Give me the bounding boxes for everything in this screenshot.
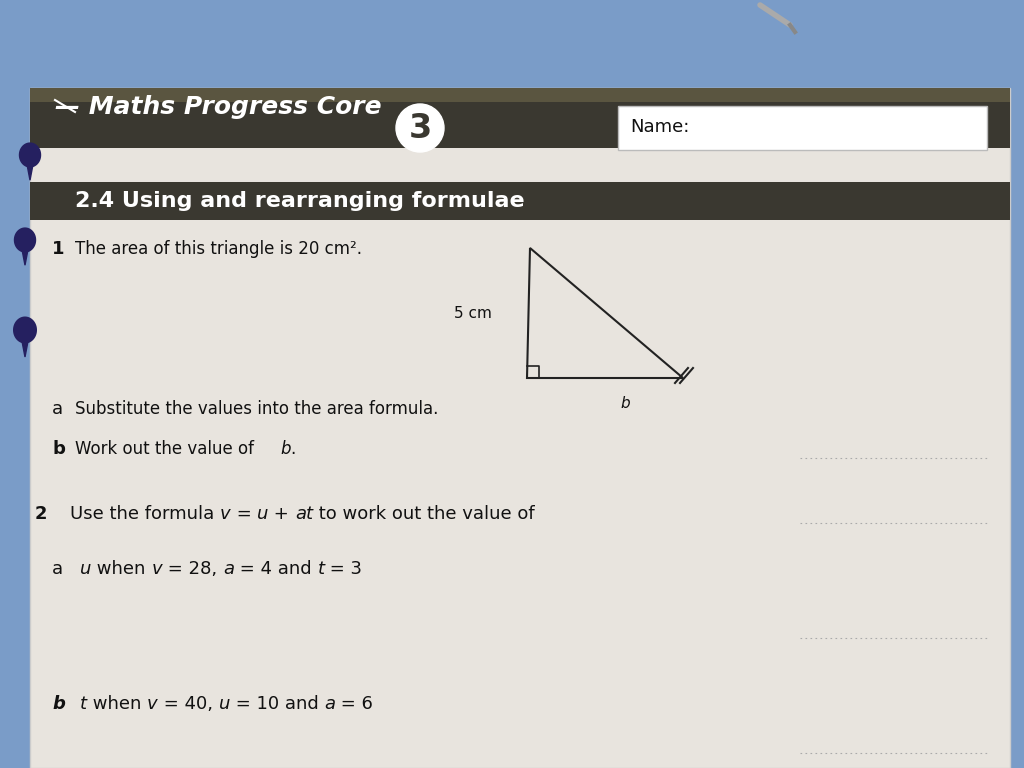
Text: .: . (290, 440, 295, 458)
Text: when: when (91, 560, 152, 578)
Text: = 3: = 3 (325, 560, 362, 578)
Text: — Maths Progress Core: — Maths Progress Core (55, 95, 382, 119)
Text: u: u (80, 560, 91, 578)
Text: Use the formula: Use the formula (70, 505, 220, 523)
Text: t: t (80, 695, 87, 713)
FancyBboxPatch shape (618, 106, 987, 150)
Text: =: = (230, 505, 257, 523)
Text: to work out the value of: to work out the value of (313, 505, 535, 523)
Text: = 28,: = 28, (162, 560, 223, 578)
Text: a: a (52, 560, 63, 578)
Polygon shape (13, 316, 37, 343)
Polygon shape (30, 182, 1010, 220)
Text: 5 cm: 5 cm (454, 306, 492, 320)
Text: u: u (218, 695, 229, 713)
Text: = 10 and: = 10 and (229, 695, 325, 713)
Text: t: t (317, 560, 325, 578)
Polygon shape (30, 88, 1010, 102)
Text: v: v (147, 695, 158, 713)
Text: Work out the value of: Work out the value of (75, 440, 259, 458)
Text: a: a (223, 560, 234, 578)
Text: = 4 and: = 4 and (234, 560, 317, 578)
Text: v: v (152, 560, 162, 578)
Polygon shape (18, 142, 41, 167)
Text: 2.4 Using and rearranging formulae: 2.4 Using and rearranging formulae (75, 191, 524, 211)
Text: b: b (52, 695, 65, 713)
Text: 1: 1 (52, 240, 65, 258)
Text: u: u (257, 505, 268, 523)
Polygon shape (30, 88, 1010, 148)
Text: +: + (268, 505, 295, 523)
Polygon shape (13, 227, 36, 253)
Polygon shape (27, 163, 34, 180)
Text: The area of this triangle is 20 cm².: The area of this triangle is 20 cm². (75, 240, 362, 258)
Text: 3: 3 (409, 111, 432, 144)
Polygon shape (22, 247, 29, 265)
Text: = 6: = 6 (336, 695, 374, 713)
Text: = 40,: = 40, (158, 695, 218, 713)
Text: b: b (52, 440, 65, 458)
Text: b: b (621, 396, 630, 411)
Circle shape (396, 104, 444, 152)
Text: a: a (325, 695, 336, 713)
Text: 2: 2 (35, 505, 47, 523)
Text: when: when (87, 695, 147, 713)
Text: at: at (295, 505, 313, 523)
Text: Name:: Name: (630, 118, 689, 136)
Text: b: b (280, 440, 291, 458)
Polygon shape (30, 88, 1010, 768)
Polygon shape (22, 338, 29, 357)
Text: v: v (220, 505, 230, 523)
Text: Substitute the values into the area formula.: Substitute the values into the area form… (75, 400, 438, 418)
Text: a: a (52, 400, 63, 418)
